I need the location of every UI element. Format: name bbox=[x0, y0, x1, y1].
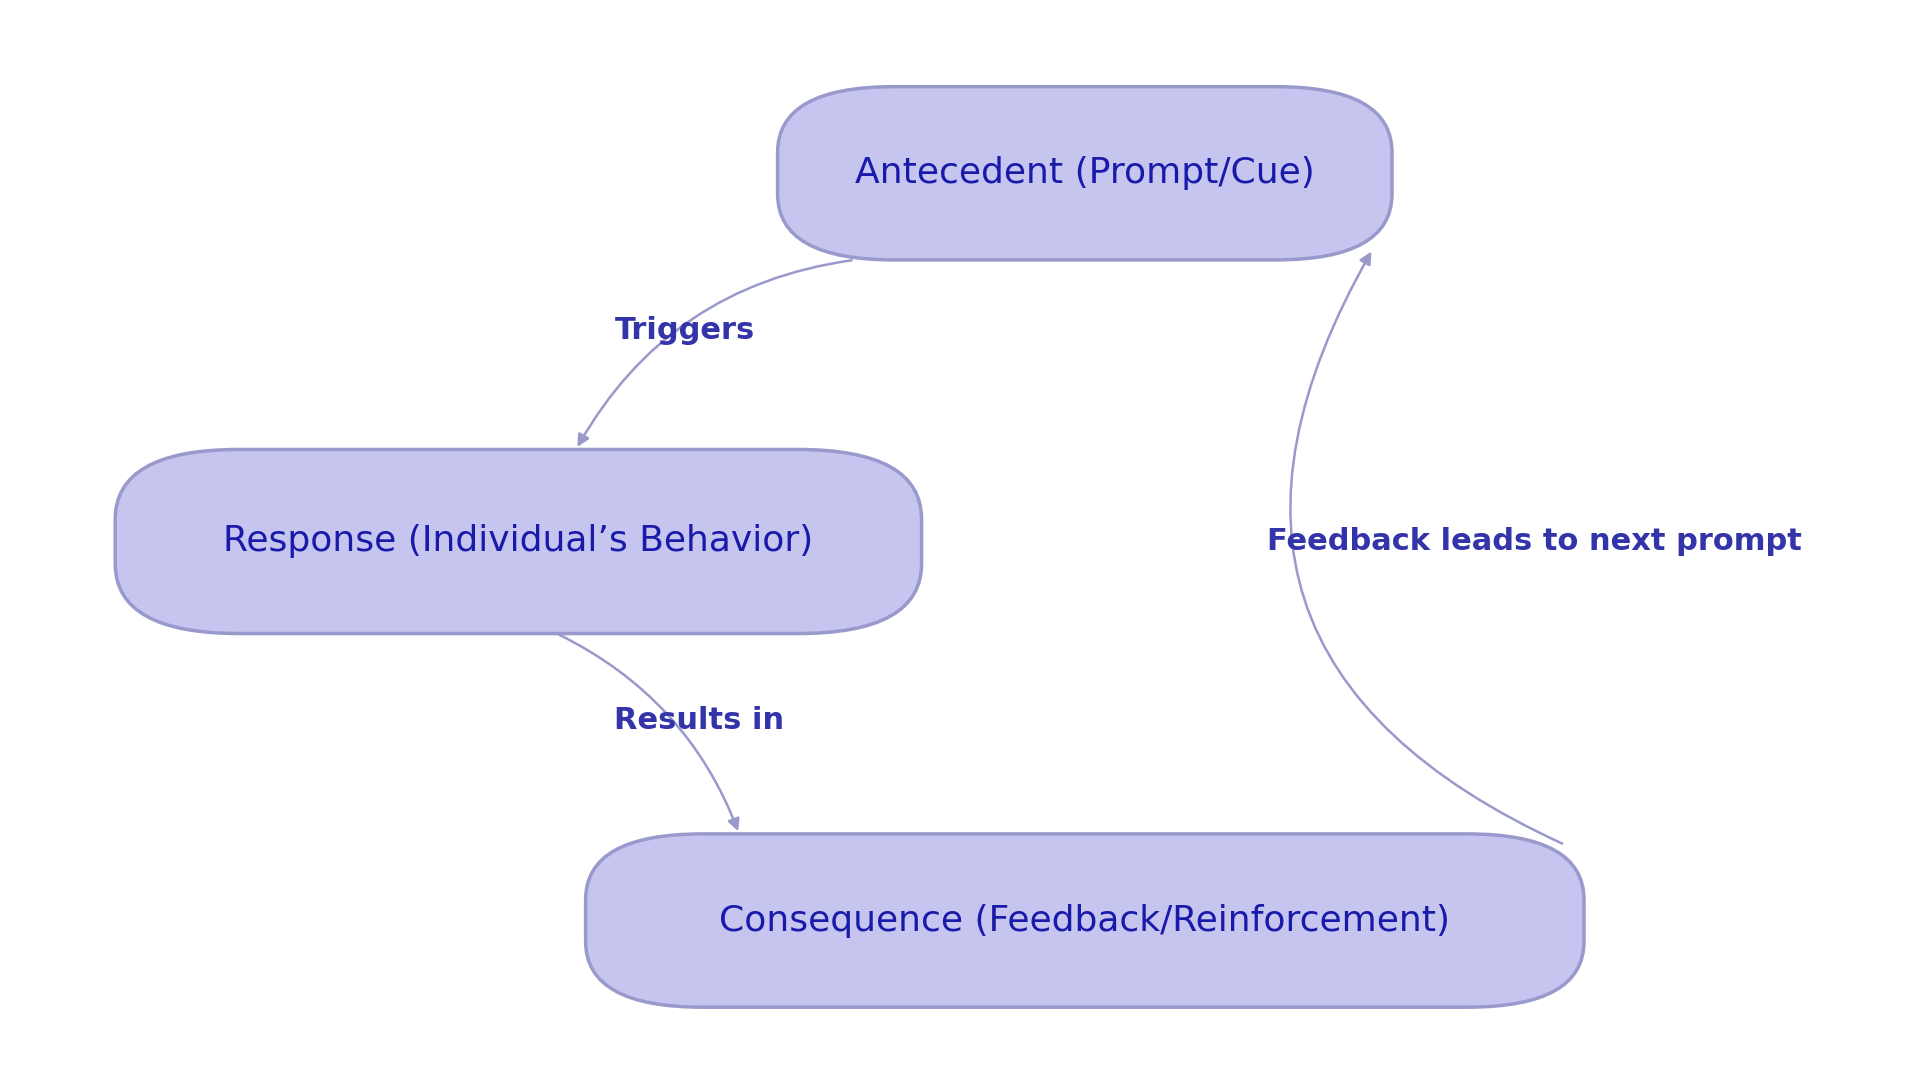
FancyBboxPatch shape bbox=[586, 834, 1584, 1007]
Text: Antecedent (Prompt/Cue): Antecedent (Prompt/Cue) bbox=[854, 156, 1315, 191]
FancyBboxPatch shape bbox=[778, 87, 1392, 260]
FancyBboxPatch shape bbox=[115, 449, 922, 634]
Text: Triggers: Triggers bbox=[614, 316, 755, 344]
Text: Feedback leads to next prompt: Feedback leads to next prompt bbox=[1267, 527, 1803, 556]
Text: Response (Individual’s Behavior): Response (Individual’s Behavior) bbox=[223, 524, 814, 559]
Text: Results in: Results in bbox=[614, 706, 785, 734]
Text: Consequence (Feedback/Reinforcement): Consequence (Feedback/Reinforcement) bbox=[720, 903, 1450, 938]
